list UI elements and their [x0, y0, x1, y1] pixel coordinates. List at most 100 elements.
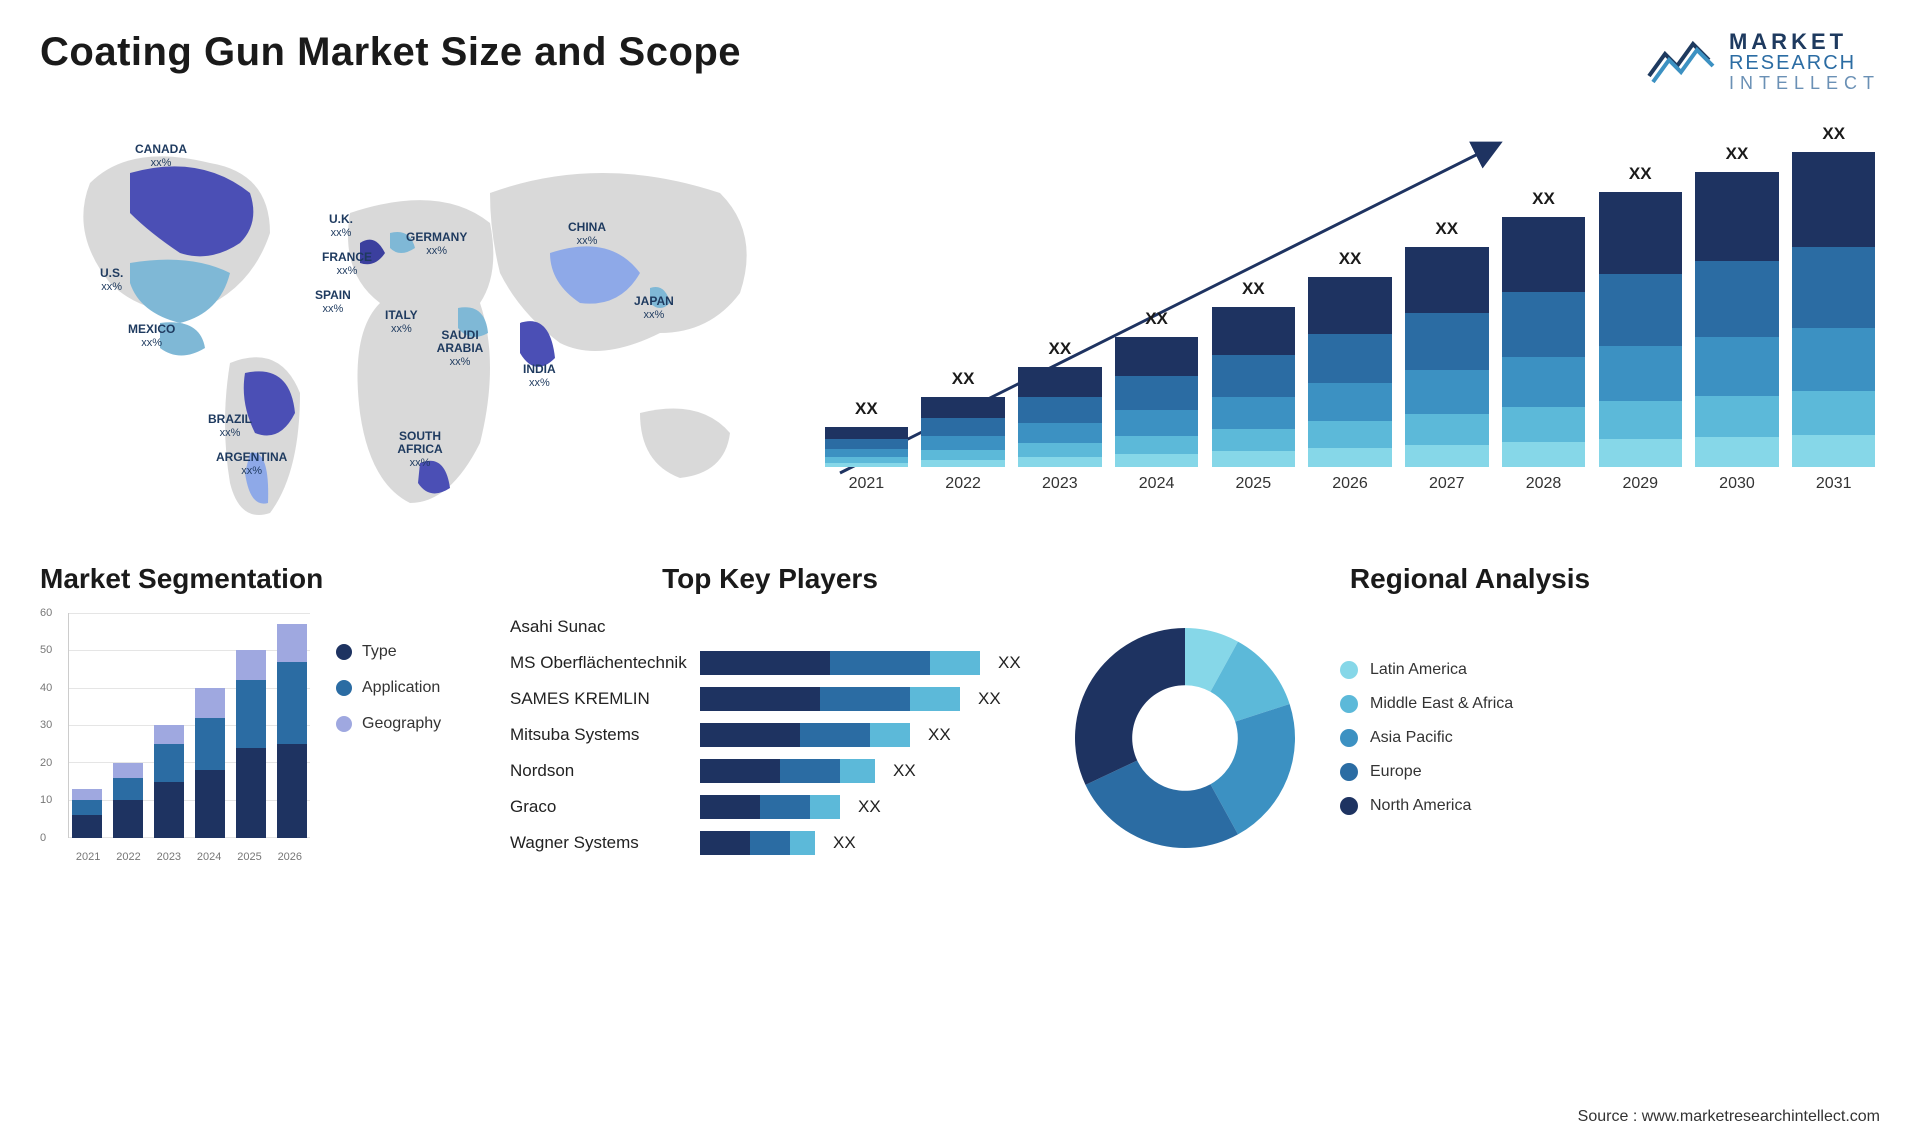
regional-title: Regional Analysis: [1060, 563, 1880, 595]
main-bar-value: XX: [1308, 249, 1391, 269]
main-bar-year: 2021: [849, 475, 885, 493]
main-bar-value: XX: [1695, 144, 1778, 164]
map-label: GERMANYxx%: [406, 231, 467, 257]
seg-ytick: 40: [40, 682, 52, 694]
main-bar-value: XX: [1405, 219, 1488, 239]
regional-panel: Regional Analysis Latin America Middle Ea…: [1060, 563, 1880, 865]
key-player-row: Asahi Sunac: [510, 613, 990, 641]
main-bar-value: XX: [1599, 164, 1682, 184]
main-bar-col: XX2029: [1594, 192, 1687, 493]
main-bar-value: XX: [1018, 339, 1101, 359]
map-usa: [130, 260, 230, 323]
key-player-row: Graco XX: [510, 793, 990, 821]
main-bar-col: XX2022: [917, 397, 1010, 493]
region-legend-item: Asia Pacific: [1340, 729, 1513, 747]
seg-ytick: 20: [40, 757, 52, 769]
key-players-chart: Asahi SunacMS OberflächentechnikXXSAMES …: [510, 613, 990, 857]
region-legend-item: Middle East & Africa: [1340, 695, 1513, 713]
page-title: Coating Gun Market Size and Scope: [40, 30, 741, 75]
main-bar-col: XX2023: [1013, 367, 1106, 493]
segmentation-chart: 202120222023202420252026 0102030405060: [40, 613, 310, 863]
main-bar-col: XX2025: [1207, 307, 1300, 493]
main-bar-value: XX: [1792, 124, 1875, 144]
main-bar-year: 2030: [1719, 475, 1755, 493]
map-label: ITALYxx%: [385, 309, 418, 335]
key-player-name: SAMES KREMLIN: [510, 689, 690, 709]
map-label: FRANCExx%: [322, 251, 372, 277]
map-label: U.K.xx%: [329, 213, 353, 239]
map-label: SAUDIARABIAxx%: [430, 329, 490, 369]
main-bar-value: XX: [921, 369, 1004, 389]
key-player-value: XX: [998, 653, 1021, 673]
map-label: BRAZILxx%: [208, 413, 252, 439]
logo-text: MARKET RESEARCH INTELLECT: [1729, 30, 1880, 93]
top-section: CANADAxx% U.S.xx% MEXICOxx% BRAZILxx% ARGENT…: [40, 113, 1880, 533]
key-player-name: Mitsuba Systems: [510, 725, 690, 745]
seg-ytick: 10: [40, 794, 52, 806]
segmentation-legend: TypeApplicationGeography: [336, 643, 441, 733]
key-player-row: Mitsuba Systems XX: [510, 721, 990, 749]
key-player-name: Asahi Sunac: [510, 617, 690, 637]
main-bar-chart: XX2021XX2022XX2023XX2024XX2025XX2026XX20…: [820, 113, 1880, 533]
map-label: CANADAxx%: [135, 143, 187, 169]
main-bar-year: 2031: [1816, 475, 1852, 493]
map-label: INDIAxx%: [523, 363, 556, 389]
main-bar-col: XX2021: [820, 427, 913, 493]
map-label: U.S.xx%: [100, 267, 123, 293]
main-bar-value: XX: [825, 399, 908, 419]
main-bar-col: XX2030: [1691, 172, 1784, 493]
main-bar-col: XX2026: [1304, 277, 1397, 493]
source-attribution: Source : www.marketresearchintellect.com: [1578, 1108, 1880, 1126]
bottom-section: Market Segmentation 20212022202320242025…: [40, 563, 1880, 865]
seg-bar: [154, 725, 184, 838]
main-bar-year: 2027: [1429, 475, 1465, 493]
logo-line-3: INTELLECT: [1729, 74, 1880, 93]
seg-bar: [72, 789, 102, 838]
main-bar-value: XX: [1115, 309, 1198, 329]
region-legend-item: Latin America: [1340, 661, 1513, 679]
seg-xlabel: 2026: [278, 851, 302, 863]
header: Coating Gun Market Size and Scope MARKET…: [40, 30, 1880, 93]
main-bar-value: XX: [1502, 189, 1585, 209]
main-bar-year: 2026: [1332, 475, 1368, 493]
main-bar-col: XX2031: [1787, 152, 1880, 493]
key-player-row: Nordson XX: [510, 757, 990, 785]
main-bar-year: 2029: [1622, 475, 1658, 493]
key-player-value: XX: [893, 761, 916, 781]
key-player-value: XX: [978, 689, 1001, 709]
map-label: ARGENTINAxx%: [216, 451, 287, 477]
seg-xlabel: 2022: [116, 851, 140, 863]
map-label: MEXICOxx%: [128, 323, 175, 349]
main-bar-year: 2028: [1526, 475, 1562, 493]
main-bar-col: XX2024: [1110, 337, 1203, 493]
logo-line-2: RESEARCH: [1729, 53, 1880, 74]
key-players-panel: Top Key Players Asahi Sunac MS Oberfläche…: [510, 563, 1030, 865]
main-bar-year: 2025: [1236, 475, 1272, 493]
key-player-value: XX: [833, 833, 856, 853]
seg-ytick: 60: [40, 607, 52, 619]
brand-logo: MARKET RESEARCH INTELLECT: [1647, 30, 1880, 93]
key-player-value: XX: [858, 797, 881, 817]
key-player-row: MS OberflächentechnikXX: [510, 649, 990, 677]
key-player-value: XX: [928, 725, 951, 745]
key-player-name: Wagner Systems: [510, 833, 690, 853]
logo-line-1: MARKET: [1729, 30, 1880, 53]
main-bar-year: 2022: [945, 475, 981, 493]
segmentation-title: Market Segmentation: [40, 563, 480, 595]
region-legend-item: Europe: [1340, 763, 1513, 781]
seg-legend-item: Application: [336, 679, 441, 697]
main-bar-col: XX2028: [1497, 217, 1590, 493]
key-player-name: MS Oberflächentechnik: [510, 653, 690, 673]
seg-bar: [195, 688, 225, 838]
key-player-row: Wagner Systems XX: [510, 829, 990, 857]
seg-xlabel: 2021: [76, 851, 100, 863]
map-label: SPAINxx%: [315, 289, 351, 315]
seg-ytick: 0: [40, 832, 46, 844]
seg-xlabel: 2025: [237, 851, 261, 863]
main-bar-year: 2023: [1042, 475, 1078, 493]
donut-slice: [1075, 628, 1185, 785]
key-player-name: Graco: [510, 797, 690, 817]
key-player-name: Nordson: [510, 761, 690, 781]
seg-xlabel: 2024: [197, 851, 221, 863]
key-players-title: Top Key Players: [510, 563, 1030, 595]
